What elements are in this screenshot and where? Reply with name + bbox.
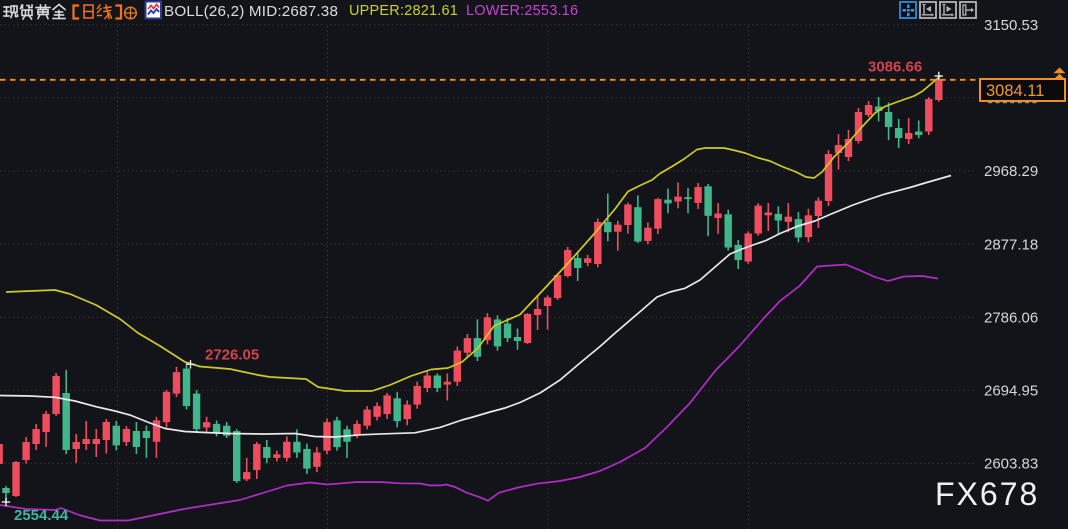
svg-text:3084.11: 3084.11 [986, 82, 1044, 100]
svg-text:2968.29: 2968.29 [984, 163, 1038, 180]
svg-text:3150.53: 3150.53 [984, 17, 1038, 34]
svg-text:2694.95: 2694.95 [984, 383, 1038, 400]
svg-text:2554.44: 2554.44 [14, 507, 69, 524]
svg-text:2877.18: 2877.18 [984, 236, 1038, 253]
svg-text:FX678: FX678 [935, 476, 1039, 512]
svg-text:2786.06: 2786.06 [984, 309, 1038, 326]
svg-text:3086.66: 3086.66 [868, 59, 922, 76]
svg-text:2603.83: 2603.83 [984, 456, 1038, 473]
svg-text:2726.05: 2726.05 [205, 347, 259, 364]
